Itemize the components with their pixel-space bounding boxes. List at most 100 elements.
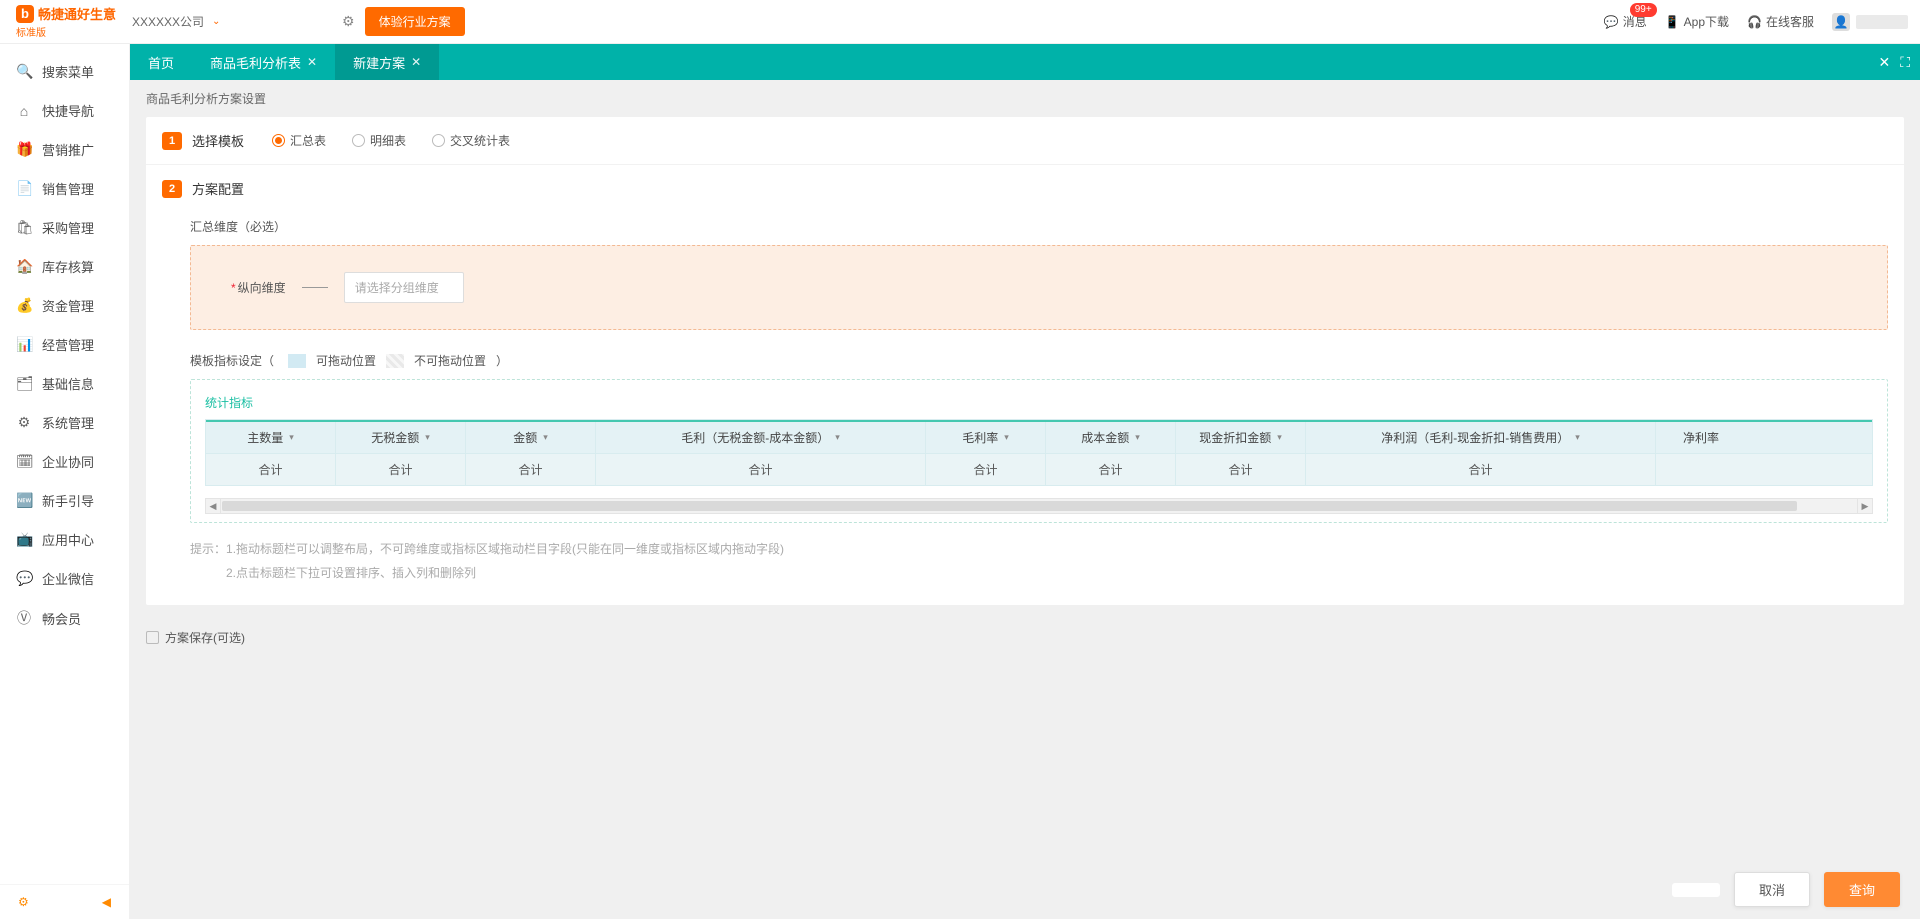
user-avatar[interactable]: 👤 — [1832, 13, 1908, 31]
sidebar-icon: 🏠 — [16, 258, 32, 275]
metric-header-5[interactable]: 成本金额▾ — [1046, 422, 1176, 453]
chevron-down-icon: ⌄ — [212, 16, 220, 27]
sidebar-item-label: 搜索菜单 — [42, 62, 94, 81]
metric-header-2[interactable]: 金额▾ — [466, 422, 596, 453]
sidebar-item-4[interactable]: 🛍采购管理 — [0, 208, 129, 247]
industry-plan-button[interactable]: 体验行业方案 — [365, 7, 465, 36]
save-option[interactable]: 方案保存(可选) — [146, 629, 1920, 646]
sidebar-item-10[interactable]: 🗓企业协同 — [0, 442, 129, 481]
sidebar-icon: ⚙ — [16, 414, 32, 431]
chevron-down-icon[interactable]: ▾ — [1135, 432, 1140, 443]
sidebar-icon: 🗂 — [16, 375, 32, 392]
chevron-down-icon[interactable]: ▾ — [543, 432, 548, 443]
chevron-down-icon[interactable]: ▾ — [289, 432, 294, 443]
tab-close-icon[interactable]: ✕ — [411, 55, 421, 69]
sidebar-item-label: 库存核算 — [42, 257, 94, 276]
sidebar-item-label: 基础信息 — [42, 374, 94, 393]
online-service-link[interactable]: 🎧 在线客服 — [1747, 13, 1814, 30]
tab-2[interactable]: 新建方案 ✕ — [335, 44, 439, 80]
sidebar-item-12[interactable]: 📺应用中心 — [0, 520, 129, 559]
horizontal-scrollbar[interactable]: ◀ ▶ — [205, 498, 1873, 514]
sidebar-item-5[interactable]: 🏠 库存核算 — [0, 247, 129, 286]
sidebar-collapse-icon[interactable]: ◀ — [102, 895, 111, 909]
tab-1[interactable]: 商品毛利分析表 ✕ — [192, 44, 335, 80]
tabs-close-all-icon[interactable]: ✕ — [1878, 54, 1890, 71]
chevron-down-icon[interactable]: ▾ — [1575, 432, 1580, 443]
tabs-expand-icon[interactable]: ⛶ — [1900, 54, 1910, 71]
messages-badge: 99+ — [1630, 3, 1657, 17]
sidebar-item-0[interactable]: 🔍搜索菜单 — [0, 52, 129, 91]
sidebar-item-8[interactable]: 🗂 基础信息 — [0, 364, 129, 403]
chevron-down-icon[interactable]: ▾ — [425, 432, 430, 443]
non-draggable-swatch — [386, 354, 404, 368]
sidebar-item-2[interactable]: 🎁营销推广 — [0, 130, 129, 169]
template-radio-1[interactable]: 明细表 — [352, 132, 406, 149]
breadcrumb: 商品毛利分析方案设置 — [130, 80, 1920, 117]
settings-icon[interactable]: ⚙ — [342, 13, 355, 30]
scroll-left-icon[interactable]: ◀ — [205, 498, 221, 514]
metric-col-label: 现金折扣金额 — [1199, 429, 1271, 446]
company-select[interactable]: XXXXXX公司 ⌄ — [132, 13, 332, 30]
chevron-down-icon[interactable]: ▾ — [835, 432, 840, 443]
sidebar-item-label: 系统管理 — [42, 413, 94, 432]
metric-sum-4: 合计 — [926, 454, 1046, 485]
sidebar-icon: 📊 — [16, 336, 32, 353]
topbar: b 畅捷通好生意 标准版 XXXXXX公司 ⌄ ⚙ 体验行业方案 💬 消息 99… — [0, 0, 1920, 44]
template-radio-2[interactable]: 交叉统计表 — [432, 132, 510, 149]
query-button[interactable]: 查询 — [1824, 872, 1900, 907]
metric-header-7[interactable]: 净利润（毛利-现金折扣-销售费用） ▾ — [1306, 422, 1656, 453]
scroll-right-icon[interactable]: ▶ — [1857, 498, 1873, 514]
metric-header-3[interactable]: 毛利（无税金额-成本金额）▾ — [596, 422, 926, 453]
tab-label: 首页 — [148, 53, 174, 72]
tab-label: 商品毛利分析表 — [210, 53, 301, 72]
sidebar-item-13[interactable]: 💬企业微信 — [0, 559, 129, 598]
metric-col-label: 净利润（毛利-现金折扣-销售费用） — [1381, 429, 1569, 446]
metrics-sum-row: 合计合计合计合计合计合计合计合计 — [206, 453, 1872, 485]
blank-button[interactable] — [1672, 883, 1720, 897]
metric-col-label: 毛利率 — [962, 429, 998, 446]
sidebar-item-9[interactable]: ⚙ 系统管理 — [0, 403, 129, 442]
legend-close: ） — [496, 352, 508, 369]
chevron-down-icon[interactable]: ▾ — [1277, 432, 1282, 443]
tab-0[interactable]: 首页 — [130, 44, 192, 80]
sidebar-item-11[interactable]: 🆕新手引导 — [0, 481, 129, 520]
cancel-button[interactable]: 取消 — [1734, 872, 1810, 907]
metrics-box: 统计指标 主数量▾无税金额▾金额▾毛利（无税金额-成本金额）▾毛利率▾成本金额▾… — [190, 379, 1888, 523]
indicator-legend: 模板指标设定（ 可拖动位置 不可拖动位置 ） — [190, 352, 1888, 369]
sidebar-icon: 📺 — [16, 531, 32, 548]
sidebar-item-label: 快捷导航 — [42, 101, 94, 120]
footer: 取消 查询 — [130, 860, 1920, 919]
save-checkbox[interactable] — [146, 631, 159, 644]
messages-link[interactable]: 💬 消息 99+ — [1604, 13, 1647, 30]
template-radio-0[interactable]: 汇总表 — [272, 132, 326, 149]
app-download-link[interactable]: 📱 App下载 — [1665, 13, 1729, 30]
sidebar-item-3[interactable]: 📄销售管理 — [0, 169, 129, 208]
radio-dot-icon — [352, 134, 365, 147]
sidebar-item-1[interactable]: ⌂快捷导航 — [0, 91, 129, 130]
sidebar-icon: 🎁 — [16, 141, 32, 158]
sidebar-item-6[interactable]: 💰资金管理 — [0, 286, 129, 325]
tab-label: 新建方案 — [353, 53, 405, 72]
tab-bar: 首页 商品毛利分析表 ✕ 新建方案 ✕ ✕ ⛶ — [130, 44, 1920, 80]
metrics-title: 统计指标 — [205, 394, 1873, 411]
tab-close-icon[interactable]: ✕ — [307, 55, 317, 69]
chevron-down-icon[interactable]: ▾ — [1004, 432, 1009, 443]
sidebar-item-label: 采购管理 — [42, 218, 94, 237]
draggable-swatch — [288, 354, 306, 368]
metric-sum-1: 合计 — [336, 454, 466, 485]
metric-sum-5: 合计 — [1046, 454, 1176, 485]
metric-header-8[interactable]: 净利率 — [1656, 422, 1746, 453]
step-1-title: 选择模板 — [192, 131, 244, 150]
metric-header-6[interactable]: 现金折扣金额 ▾ — [1176, 422, 1306, 453]
dimension-select[interactable]: 请选择分组维度 — [344, 272, 464, 303]
user-name-placeholder — [1856, 15, 1908, 29]
sidebar-gear-icon[interactable]: ⚙ — [18, 895, 29, 909]
metrics-header: 主数量▾无税金额▾金额▾毛利（无税金额-成本金额）▾毛利率▾成本金额▾现金折扣金… — [206, 420, 1872, 453]
sidebar-item-14[interactable]: Ⓥ畅会员 — [0, 598, 129, 638]
metric-header-0[interactable]: 主数量▾ — [206, 422, 336, 453]
metric-sum-3: 合计 — [596, 454, 926, 485]
mobile-icon: 📱 — [1665, 15, 1680, 29]
metric-header-1[interactable]: 无税金额▾ — [336, 422, 466, 453]
metric-header-4[interactable]: 毛利率 ▾ — [926, 422, 1046, 453]
sidebar-item-7[interactable]: 📊经营管理 — [0, 325, 129, 364]
